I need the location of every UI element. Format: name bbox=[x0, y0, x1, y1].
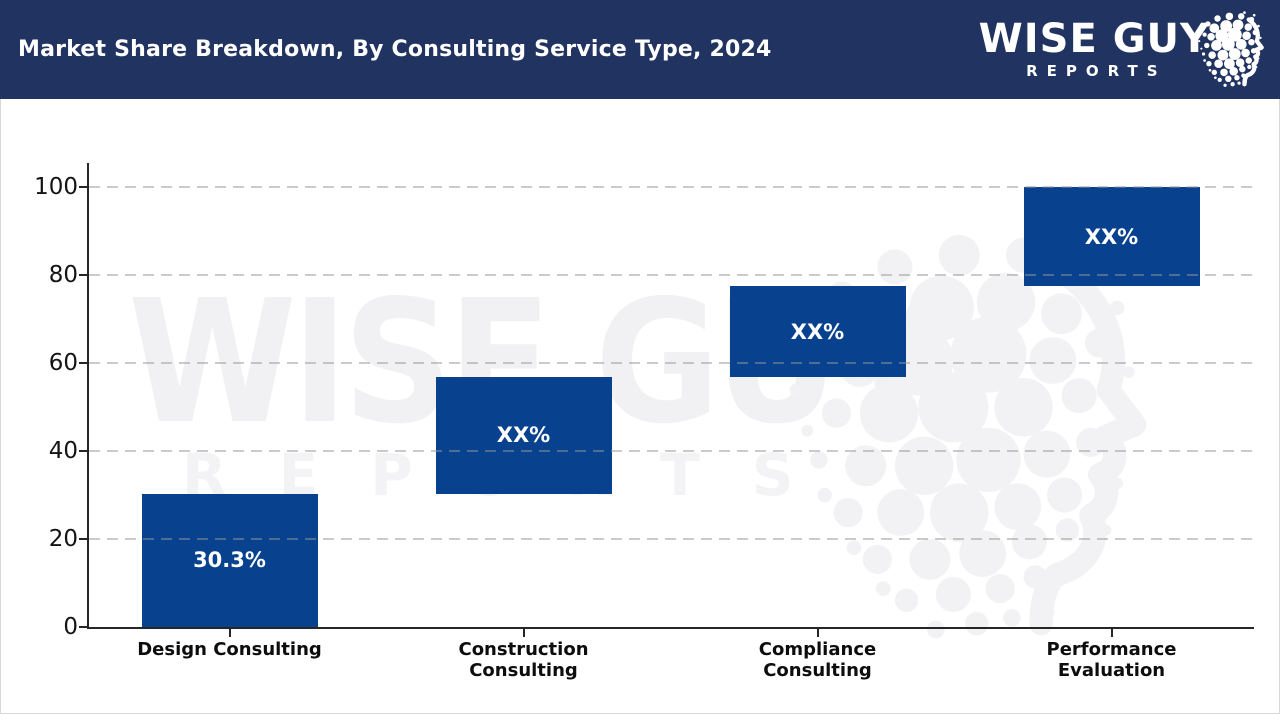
gridline-100 bbox=[89, 186, 1253, 188]
y-tick-mark-0 bbox=[79, 626, 87, 628]
gridline-20 bbox=[89, 538, 1253, 540]
y-tick-mark-100 bbox=[79, 186, 87, 188]
x-label-construction-consulting: Construction Consulting bbox=[404, 639, 644, 681]
x-label-performance-evaluation: Performance Evaluation bbox=[992, 639, 1232, 681]
bar-design-consulting: 30.3% bbox=[141, 493, 318, 627]
y-tick-mark-60 bbox=[79, 362, 87, 364]
y-tick-label-40: 40 bbox=[48, 438, 78, 464]
y-tick-mark-20 bbox=[79, 538, 87, 540]
x-tick-mark-compliance-consulting bbox=[816, 629, 819, 637]
bar-compliance-consulting: XX% bbox=[729, 286, 906, 378]
x-label-design-consulting: Design Consulting bbox=[110, 639, 350, 660]
x-label-line: Compliance bbox=[758, 639, 877, 660]
x-label-line: Design Consulting bbox=[137, 639, 322, 660]
x-tick-mark-design-consulting bbox=[228, 629, 231, 637]
gridline-80 bbox=[89, 274, 1253, 276]
x-tick-mark-performance-evaluation bbox=[1110, 629, 1113, 637]
y-axis bbox=[87, 163, 89, 629]
x-label-line: Performance bbox=[1046, 639, 1177, 660]
gridline-40 bbox=[89, 450, 1253, 452]
y-tick-label-0: 0 bbox=[63, 614, 78, 640]
bar-value-label: 30.3% bbox=[193, 548, 266, 573]
bar-performance-evaluation: XX% bbox=[1023, 187, 1200, 286]
brand-logo-text: WISE GUY REPORTS bbox=[979, 19, 1210, 80]
y-tick-mark-40 bbox=[79, 450, 87, 452]
y-tick-label-60: 60 bbox=[48, 350, 78, 376]
brand-logo: WISE GUY REPORTS bbox=[979, 8, 1266, 92]
y-tick-mark-80 bbox=[79, 274, 87, 276]
x-label-line: Evaluation bbox=[1057, 660, 1166, 681]
x-label-line: Construction bbox=[458, 639, 589, 660]
x-label-line: Consulting bbox=[469, 660, 578, 681]
page-title: Market Share Breakdown, By Consulting Se… bbox=[18, 37, 772, 62]
x-label-compliance-consulting: Compliance Consulting bbox=[698, 639, 938, 681]
logo-reports-text: REPORTS bbox=[1026, 62, 1167, 80]
y-tick-label-80: 80 bbox=[48, 262, 78, 288]
bar-value-label: XX% bbox=[496, 423, 551, 448]
bar-construction-consulting: XX% bbox=[435, 377, 612, 494]
y-tick-label-20: 20 bbox=[48, 526, 78, 552]
gridline-60 bbox=[89, 362, 1253, 364]
header-bar: Market Share Breakdown, By Consulting Se… bbox=[0, 0, 1280, 99]
bar-value-label: XX% bbox=[1084, 224, 1139, 249]
x-label-line: Consulting bbox=[763, 660, 872, 681]
x-axis bbox=[87, 627, 1254, 629]
bar-value-label: XX% bbox=[790, 319, 845, 344]
logo-wiseguy-text: WISE GUY bbox=[978, 16, 1210, 62]
x-tick-mark-construction-consulting bbox=[522, 629, 525, 637]
y-tick-label-100: 100 bbox=[34, 174, 78, 200]
